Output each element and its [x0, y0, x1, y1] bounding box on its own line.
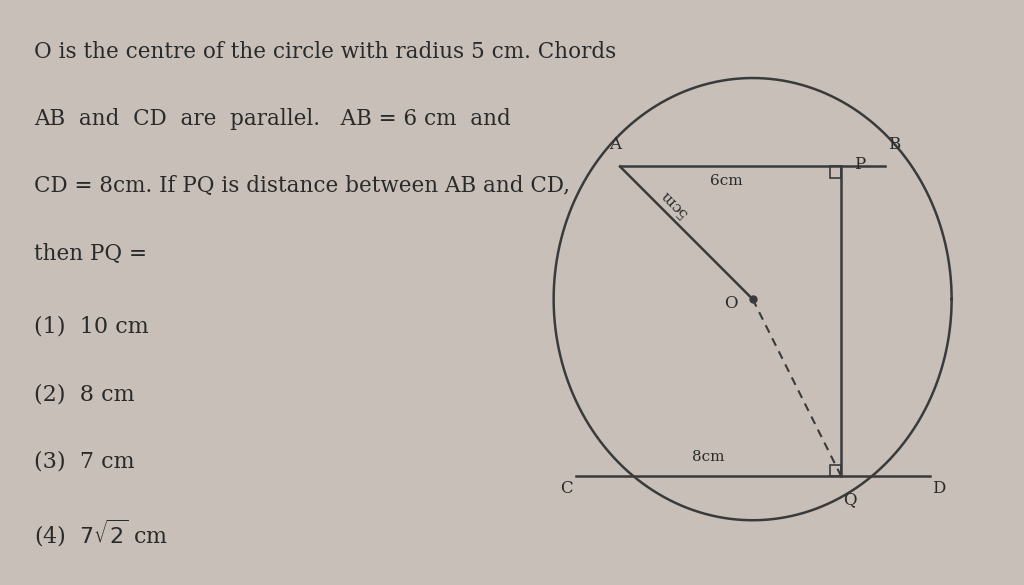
Text: B: B	[888, 136, 900, 153]
Text: then PQ =: then PQ =	[35, 243, 147, 265]
Text: CD = 8cm. If PQ is distance between AB and CD,: CD = 8cm. If PQ is distance between AB a…	[35, 176, 570, 198]
Text: 5cm: 5cm	[656, 187, 689, 219]
Text: 8cm: 8cm	[692, 450, 725, 464]
Text: D: D	[932, 480, 945, 497]
Text: (4)  $7\sqrt{2}$ cm: (4) $7\sqrt{2}$ cm	[35, 518, 169, 549]
Text: AB  and  CD  are  parallel.   AB = 6 cm  and: AB and CD are parallel. AB = 6 cm and	[35, 108, 511, 130]
Text: (1)  10 cm: (1) 10 cm	[35, 316, 150, 338]
Text: C: C	[560, 480, 573, 497]
Text: 6cm: 6cm	[710, 174, 742, 188]
Text: Q: Q	[844, 491, 857, 508]
Text: O: O	[724, 295, 737, 312]
Text: P: P	[854, 156, 865, 173]
Text: (2)  8 cm: (2) 8 cm	[35, 383, 135, 405]
Text: (3)  7 cm: (3) 7 cm	[35, 450, 135, 473]
Text: O is the centre of the circle with radius 5 cm. Chords: O is the centre of the circle with radiu…	[35, 41, 616, 63]
Text: A: A	[609, 136, 622, 153]
